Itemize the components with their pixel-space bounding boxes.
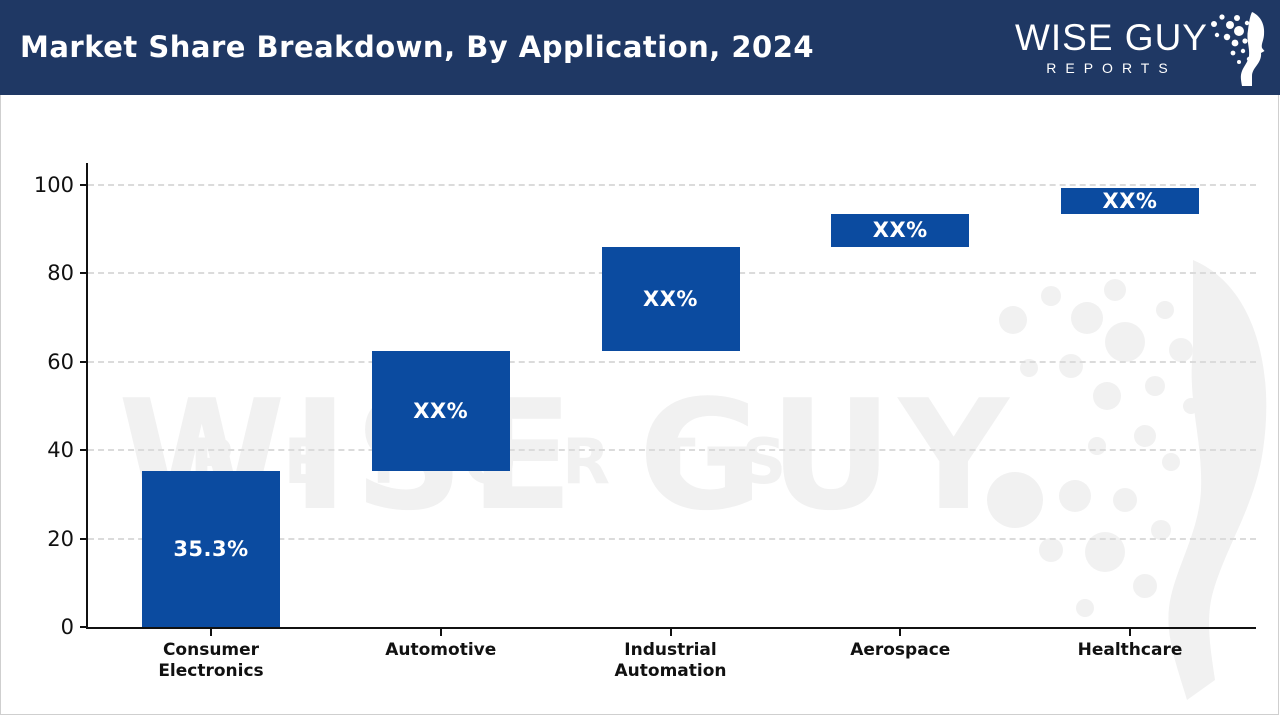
x-axis-label: Healthcare: [1077, 640, 1183, 660]
gridline: [88, 537, 1256, 540]
bar-value-label: XX%: [643, 286, 698, 311]
y-tick-label: 60: [47, 349, 74, 374]
y-tick-label: 80: [47, 261, 74, 286]
logo-wordmark: WISE GUY REPORTS: [1014, 17, 1208, 77]
watermark-face-dots-icon: [987, 260, 1267, 700]
gridline: [88, 449, 1256, 452]
y-tick-label: 20: [47, 526, 74, 551]
logo-face-icon: [1211, 12, 1265, 86]
logo-line2: REPORTS: [1046, 60, 1177, 76]
x-axis-line: [86, 627, 1256, 629]
bar: XX%: [371, 350, 510, 471]
y-tick-mark: [80, 272, 87, 275]
y-tick-label: 0: [60, 615, 74, 639]
x-axis-label: Aerospace: [850, 640, 951, 660]
wiseguy-logo: WISE GUY REPORTS: [1014, 6, 1266, 90]
y-tick-label: 100: [33, 173, 74, 197]
x-tick-mark: [210, 629, 212, 636]
gridline: [88, 360, 1256, 363]
header-bar: Market Share Breakdown, By Application, …: [0, 0, 1280, 95]
x-tick-mark: [1129, 629, 1131, 636]
y-axis-line: [86, 163, 88, 629]
x-axis-label: Automotive: [385, 640, 497, 660]
bar: XX%: [601, 246, 740, 351]
gridline: [88, 184, 1256, 186]
x-axis-label: Consumer Electronics: [158, 640, 264, 681]
bar-value-label: XX%: [872, 218, 928, 243]
y-tick-mark: [80, 360, 87, 363]
y-tick-mark: [80, 537, 87, 540]
bar: XX%: [1061, 188, 1199, 214]
bar-value-label: XX%: [413, 398, 469, 423]
bar-value-label: 35.3%: [173, 536, 249, 561]
y-tick-mark: [80, 449, 87, 452]
bar-value-label: XX%: [1102, 188, 1158, 213]
x-tick-mark: [439, 629, 442, 636]
x-tick-mark: [669, 629, 672, 636]
y-tick-mark: [80, 184, 87, 186]
page-title: Market Share Breakdown, By Application, …: [20, 30, 815, 64]
y-tick-label: 40: [47, 438, 74, 463]
logo-line1: WISE GUY: [1014, 17, 1208, 58]
y-tick-mark: [80, 626, 87, 628]
x-tick-mark: [899, 629, 902, 636]
bar: 35.3%: [142, 470, 280, 627]
bar: XX%: [831, 213, 970, 247]
x-axis-label: Industrial Automation: [614, 640, 727, 681]
